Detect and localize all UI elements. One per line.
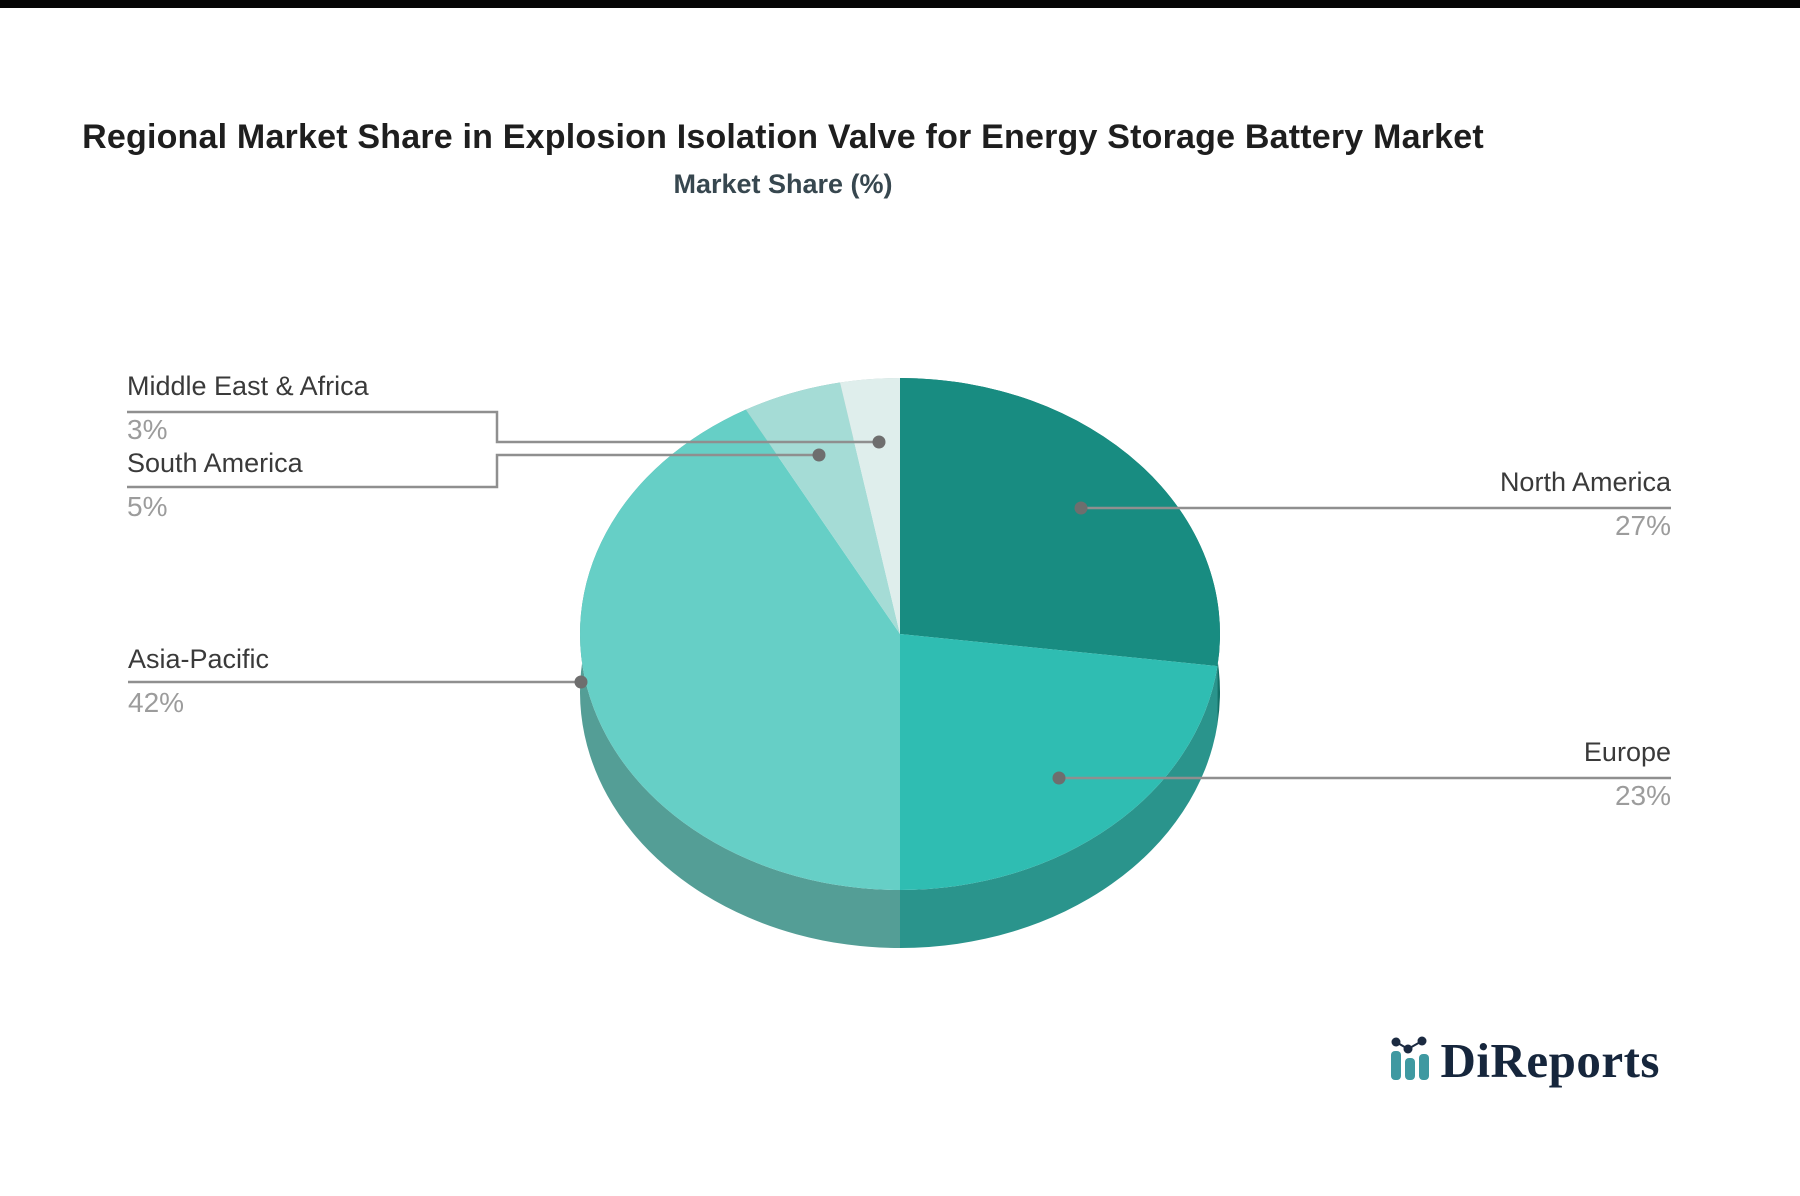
pie-slice-europe[interactable] [900, 634, 1218, 890]
leader-dot-europe [1052, 771, 1066, 785]
label-south-america: South America 5% [127, 447, 303, 523]
pie-slice-side-europe[interactable] [900, 666, 1218, 948]
top-border [0, 0, 1800, 8]
label-europe: Europe 23% [1584, 736, 1671, 812]
label-middle-east-africa-pct: 3% [127, 414, 168, 445]
label-middle-east-africa: Middle East & Africa 3% [127, 370, 369, 446]
leader-line-middle-east-africa [127, 410, 879, 444]
label-south-america-name: South America [127, 448, 303, 478]
label-asia-pacific-pct: 42% [128, 687, 185, 718]
label-asia-pacific-name: Asia-Pacific [128, 644, 270, 674]
leader-dot-middle-east-africa [872, 435, 886, 449]
leader-dot-asia-pacific [574, 675, 588, 689]
chart-subtitle: Market Share (%) [673, 169, 893, 199]
label-north-america-pct: 27% [1614, 510, 1671, 541]
label-south-america-pct: 5% [127, 491, 168, 522]
leader-line-south-america [127, 453, 819, 489]
logo-text: DiReports [1440, 1033, 1660, 1088]
pie-slice-asia-pacific[interactable] [580, 409, 900, 890]
label-europe-name: Europe [1583, 737, 1671, 767]
leader-dot-south-america [812, 448, 826, 462]
leader-dot-north-america [1074, 501, 1088, 515]
label-middle-east-africa-name: Middle East & Africa [127, 371, 369, 401]
label-asia-pacific: Asia-Pacific 42% [128, 643, 269, 719]
bar-line-chart-icon [1391, 1036, 1430, 1080]
pie-slice-side-asia-pacific[interactable] [580, 409, 900, 948]
pie-slice-south-america[interactable] [745, 382, 900, 634]
logo: DiReports [1389, 1034, 1660, 1088]
label-north-america: North America 27% [1500, 466, 1671, 542]
chart-title: Regional Market Share in Explosion Isola… [82, 118, 1484, 156]
label-europe-pct: 23% [1614, 780, 1671, 811]
pie-slice-north-america[interactable] [900, 378, 1220, 667]
label-north-america-name: North America [1499, 467, 1671, 497]
